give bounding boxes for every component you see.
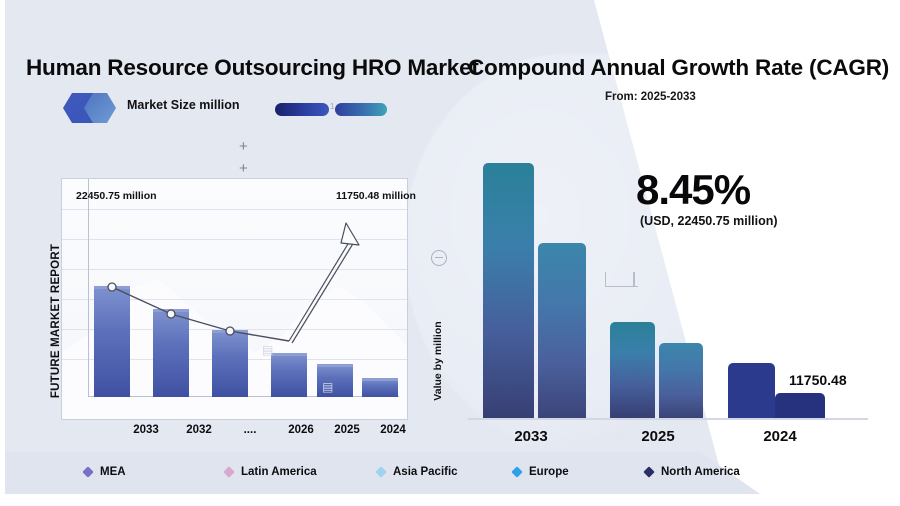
gradient-pill-icon-b (335, 103, 387, 116)
watermark-icon-2: ▤ (322, 380, 334, 394)
left-chart-x-axis-labels: 2033 2032 .... 2026 2025 2024 (61, 424, 406, 442)
left-chart-gridline (62, 239, 407, 240)
legend-marker-icon (223, 466, 235, 478)
legend-item-latin-america[interactable]: Latin America (223, 466, 317, 478)
bar-cap (317, 364, 353, 367)
right-chart-bar-2025-primary (610, 322, 655, 418)
right-chart-bar-2025-secondary (659, 343, 703, 418)
right-chart-xtick-2033: 2033 (514, 428, 548, 445)
left-chart-xtick-0: 2033 (133, 424, 159, 436)
left-chart-bar-2026 (271, 353, 307, 397)
gradient-pill-icon-a (275, 103, 329, 116)
subtitle-date-range: From: 2025-2033 (605, 91, 696, 103)
page-title-right: Compound Annual Growth Rate (CAGR) (468, 55, 890, 80)
background-bottom-strip (0, 494, 900, 506)
right-chart-bar-2033-secondary (538, 243, 586, 418)
right-chart-xtick-2025: 2025 (641, 428, 675, 445)
right-chart-baseline (468, 418, 868, 420)
legend-label: MEA (100, 466, 126, 478)
legend-marker-icon (643, 466, 655, 478)
left-chart-bar-2024 (362, 378, 398, 397)
right-chart-xtick-2024: 2024 (763, 428, 797, 445)
left-chart-xtick-1: 2032 (186, 424, 212, 436)
legend-label: Asia Pacific (393, 466, 458, 478)
left-chart-gridline (62, 209, 407, 210)
left-chart-xtick-4: 2025 (334, 424, 360, 436)
left-chart-gridline (62, 299, 407, 300)
legend-label: Europe (529, 466, 569, 478)
right-chart-bar-2024-primary (728, 363, 775, 418)
right-chart-bar-2033-primary (483, 163, 534, 418)
legend-marker-icon (82, 466, 94, 478)
left-chart-y-axis-line (88, 179, 89, 397)
hexagon-logo-icon (63, 93, 116, 123)
right-chart-bracket-tick (633, 272, 635, 286)
legend-marker-icon (375, 466, 387, 478)
bar-cap (271, 353, 307, 356)
legend-item-europe[interactable]: Europe (511, 466, 569, 478)
left-chart-xtick-2: .... (243, 424, 257, 436)
bar-cap (362, 378, 398, 381)
left-chart-xtick-5: 2024 (380, 424, 406, 436)
legend-label: North America (661, 466, 740, 478)
right-chart-bar-2024-secondary (775, 393, 825, 418)
circle-minus-icon (431, 250, 447, 266)
right-chart-bracket-icon (605, 272, 638, 287)
left-chart-trend-overlay (107, 222, 360, 344)
legend: MEA Latin America Asia Pacific Europe No… (82, 466, 804, 486)
background-left-edge (0, 0, 5, 506)
watermark-icon-1: ▤ (262, 343, 274, 357)
left-chart-gridline (62, 329, 407, 330)
legend-item-mea[interactable]: MEA (82, 466, 126, 478)
brand-label: Market Size million (127, 98, 240, 112)
right-chart-data-label: 11750.48 (789, 372, 847, 388)
pill-separator: 1 (330, 102, 335, 111)
page-title-left: Human Resource Outsourcing HRO Market (26, 55, 479, 80)
left-chart-annotation-end: 11750.48 million (336, 190, 416, 202)
value-axis-title: Value by million (432, 321, 444, 401)
cagr-value: 8.45% (636, 166, 751, 213)
legend-item-asia-pacific[interactable]: Asia Pacific (375, 466, 458, 478)
legend-marker-icon (511, 466, 523, 478)
plus-icon-2: + (239, 160, 248, 177)
left-chart-xtick-3: 2026 (288, 424, 314, 436)
left-chart-gridline (62, 269, 407, 270)
left-chart-bar-2025 (317, 364, 353, 397)
left-chart-bar-2033 (94, 286, 130, 397)
left-chart-plot: ▤ ▤ (61, 178, 408, 420)
legend-label: Latin America (241, 466, 317, 478)
left-chart-annotation-start: 22450.75 million (76, 190, 157, 202)
plus-icon-1: + (239, 138, 248, 155)
cagr-note: (USD, 22450.75 million) (640, 214, 778, 228)
legend-item-north-america[interactable]: North America (643, 466, 740, 478)
